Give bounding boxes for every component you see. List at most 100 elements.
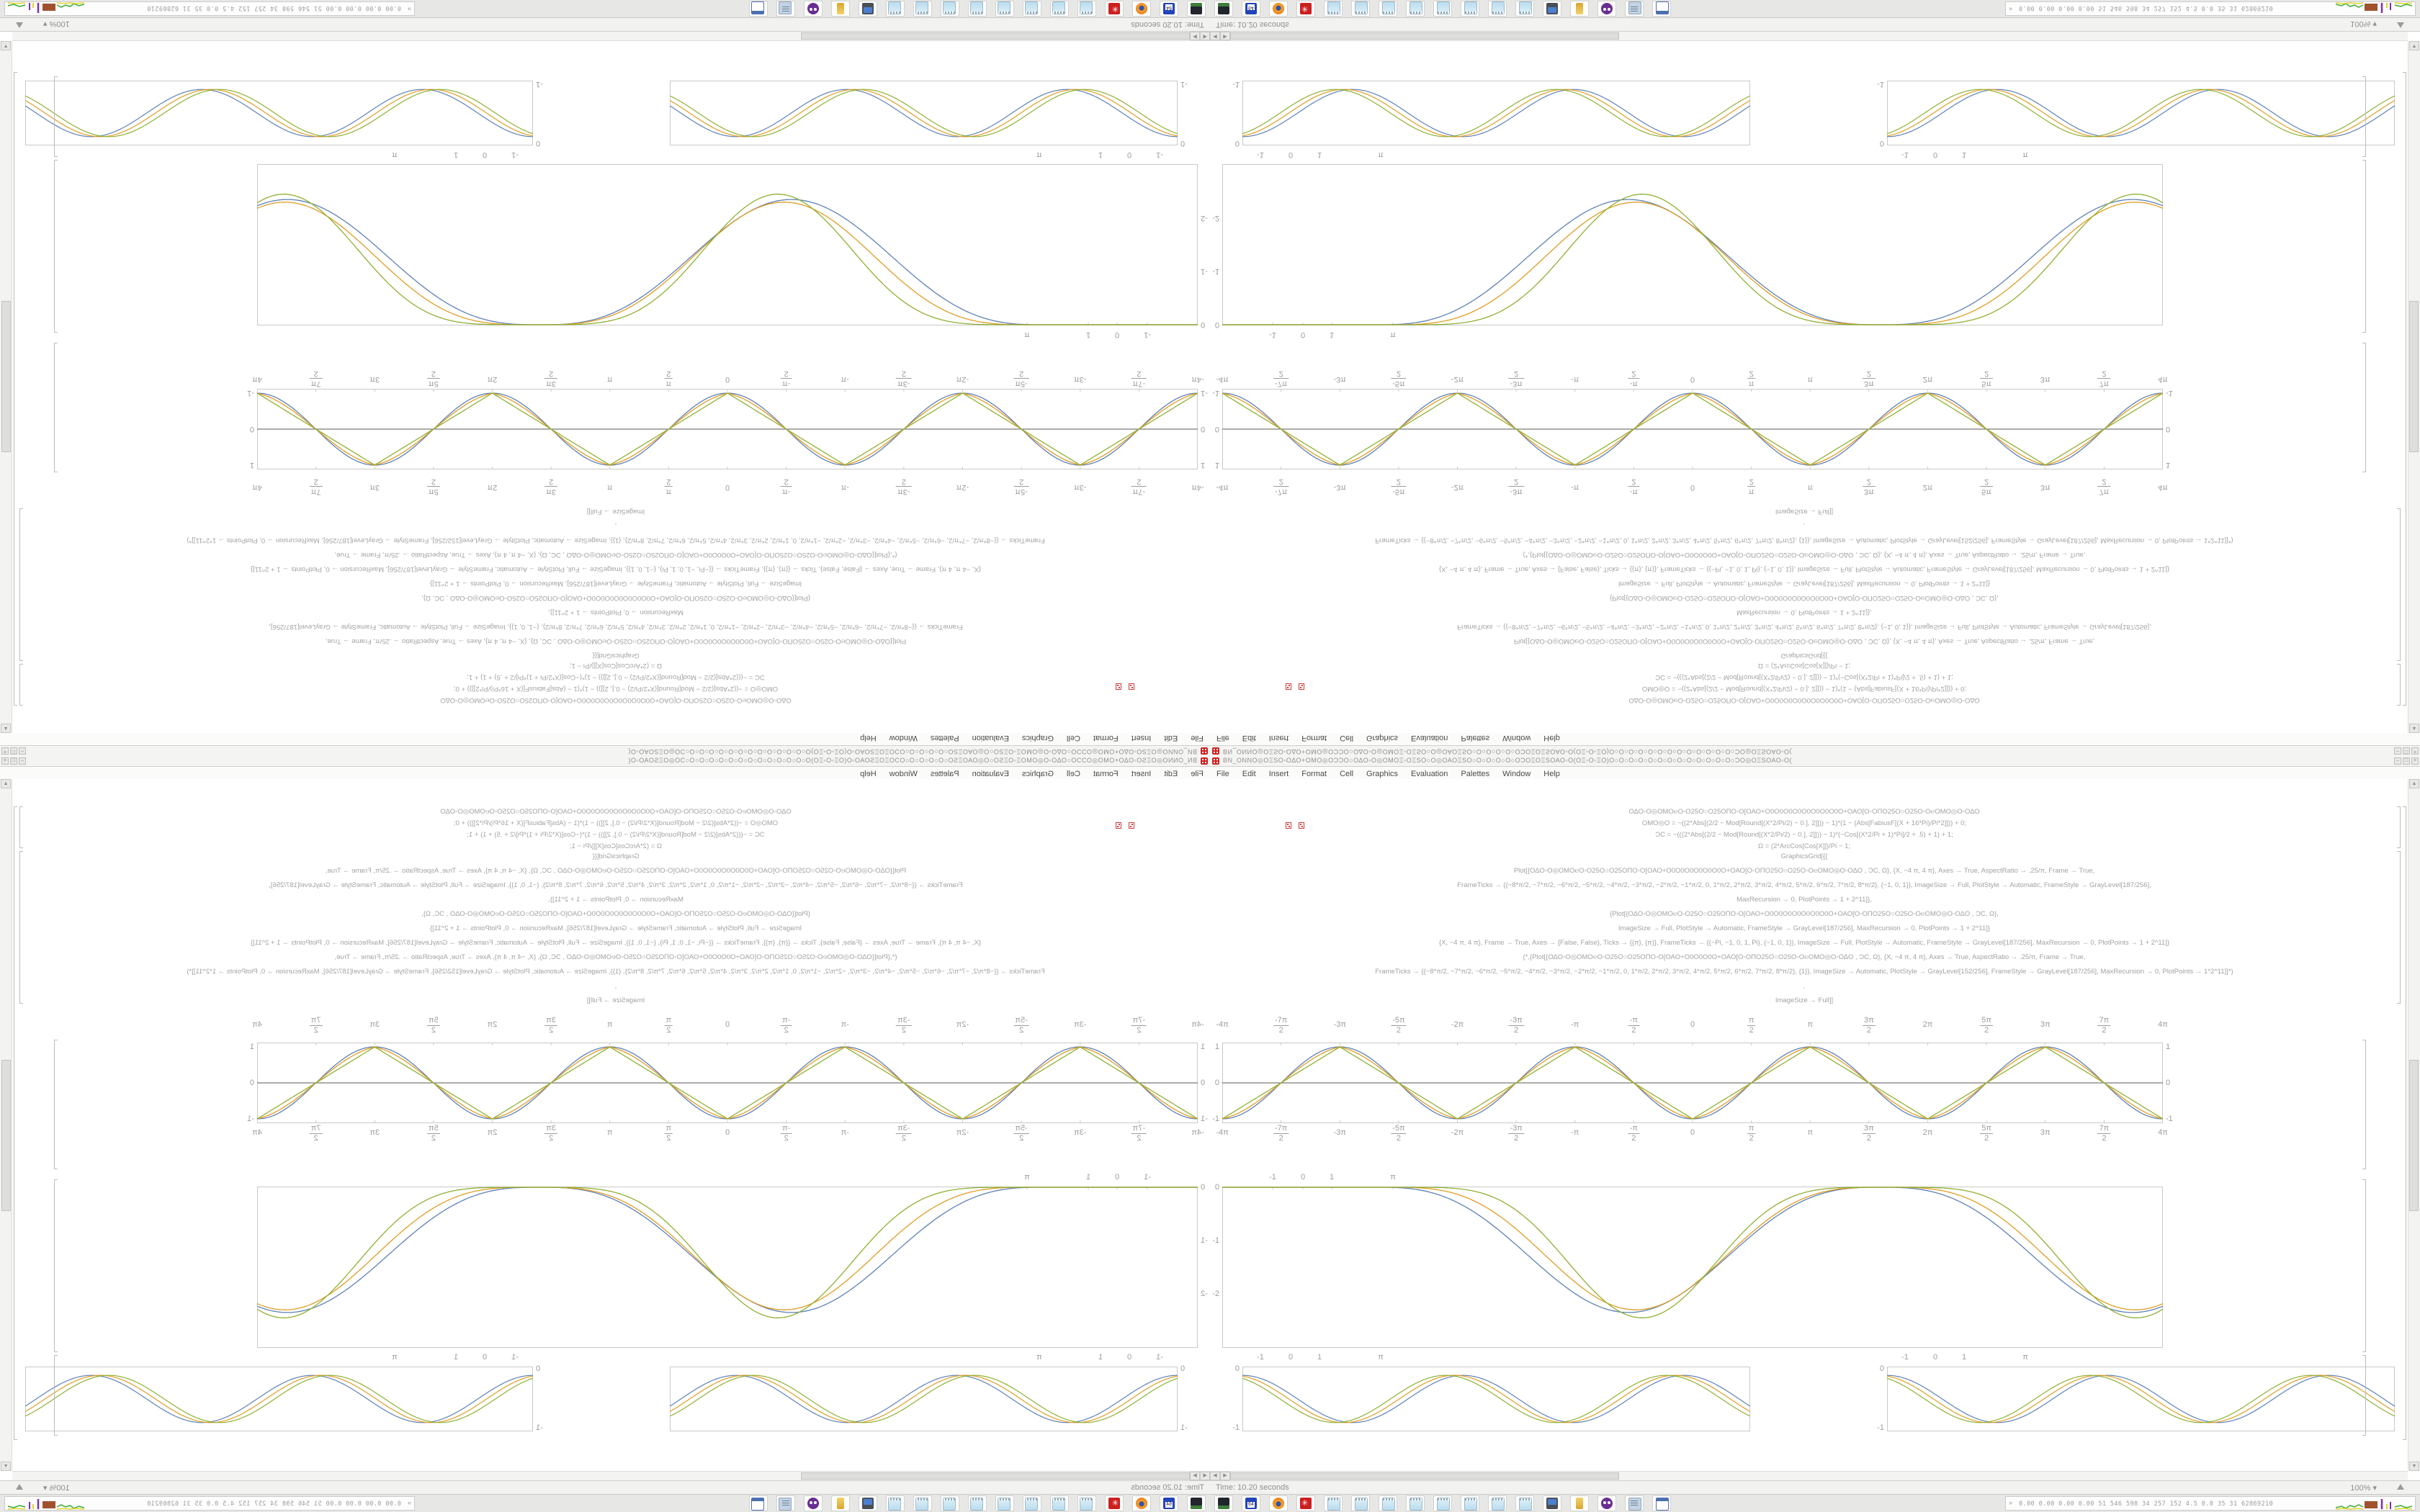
menu-cell[interactable]: Cell bbox=[1340, 734, 1354, 742]
taskbar-icon-rox-gear[interactable] bbox=[1296, 1495, 1315, 1511]
menu-cell[interactable]: Cell bbox=[1066, 770, 1080, 778]
taskbar-icon-notepad-9[interactable] bbox=[1461, 1, 1479, 17]
taskbar-icon-notepad-6[interactable] bbox=[1379, 1495, 1397, 1511]
scroll-down-icon[interactable]: ▼ bbox=[2409, 1462, 2419, 1471]
menu-palettes[interactable]: Palettes bbox=[930, 734, 959, 742]
taskbar-icon-window[interactable] bbox=[749, 1495, 768, 1511]
taskbar-icon-notepad-4[interactable] bbox=[1324, 1, 1343, 17]
taskbar-icon-notepad-5[interactable] bbox=[1351, 1, 1370, 17]
horizontal-scroll-thumb[interactable] bbox=[801, 32, 1190, 40]
cell-bracket[interactable] bbox=[2362, 343, 2366, 472]
taskbar-icon-notepad-7[interactable] bbox=[995, 1495, 1014, 1511]
taskbar-icon-notepad-7[interactable] bbox=[1406, 1495, 1425, 1511]
scroll-right-icon[interactable]: ▶ bbox=[1190, 32, 1200, 40]
taskbar-icon-notepad-8[interactable] bbox=[968, 1495, 987, 1511]
taskbar-icon-tor[interactable] bbox=[804, 1495, 823, 1511]
menu-window[interactable]: Window bbox=[1502, 734, 1531, 742]
window-titlebar[interactable]: ΒΝ_ΟΝΝΟ◎ΟΞSΟ◦ΟΔΟ+ΟΜΟ◎ΟƆƆΟ○ΟΔΟ◦Ο◎ΟΜΟΞ◦ΟΞS… bbox=[1210, 756, 2420, 767]
vertical-scrollbar[interactable]: ▲ ▼ bbox=[0, 41, 12, 733]
menu-edit[interactable]: Edit bbox=[1242, 770, 1256, 778]
taskbar-icon-rox-gear[interactable] bbox=[1296, 1, 1315, 17]
menu-format[interactable]: Format bbox=[1093, 734, 1119, 742]
menu-palettes[interactable]: Palettes bbox=[930, 770, 959, 778]
cell-bracket[interactable] bbox=[2362, 76, 2366, 157]
close-button[interactable]: × bbox=[1, 747, 9, 755]
cell-bracket[interactable] bbox=[2397, 508, 2401, 661]
cell-group-bracket[interactable] bbox=[2403, 806, 2406, 1440]
horizontal-scroll-thumb[interactable] bbox=[1230, 32, 1619, 40]
maximize-button[interactable]: □ bbox=[2403, 757, 2410, 765]
taskbar-icon-tor[interactable] bbox=[804, 1, 823, 17]
taskbar-icon-firefox[interactable] bbox=[1132, 1, 1151, 17]
taskbar-icon-floppy-64[interactable] bbox=[1242, 1, 1260, 17]
system-monitor-widget[interactable]: » 0.00 0.00 0.00 0.00 51 546 598 34 257 … bbox=[2005, 1496, 2416, 1511]
menu-help[interactable]: Help bbox=[860, 734, 877, 742]
menu-format[interactable]: Format bbox=[1301, 734, 1327, 742]
scroll-left-icon[interactable]: ◀ bbox=[1210, 1472, 1220, 1480]
scroll-right-icon[interactable]: ▶ bbox=[1220, 1472, 1230, 1480]
resize-grip-icon[interactable] bbox=[16, 22, 23, 28]
taskbar-icon-folder[interactable] bbox=[831, 1, 850, 17]
close-button[interactable]: × bbox=[2411, 757, 2419, 765]
cell-bracket[interactable] bbox=[2397, 851, 2401, 1004]
menu-graphics[interactable]: Graphics bbox=[1021, 734, 1054, 742]
cell-bracket[interactable] bbox=[54, 1355, 58, 1436]
resize-grip-icon[interactable] bbox=[16, 1484, 23, 1490]
close-button[interactable]: × bbox=[2411, 747, 2419, 755]
minimize-button[interactable]: – bbox=[2394, 747, 2401, 755]
system-monitor-widget[interactable]: » 0.00 0.00 0.00 0.00 51 546 598 34 257 … bbox=[4, 1, 415, 16]
scroll-up-icon[interactable]: ▲ bbox=[1, 724, 11, 733]
taskbar-icon-notepad-9[interactable] bbox=[941, 1, 959, 17]
taskbar-icon-notepad-6[interactable] bbox=[1023, 1495, 1041, 1511]
menu-edit[interactable]: Edit bbox=[1242, 734, 1256, 742]
menu-insert[interactable]: Insert bbox=[1268, 770, 1289, 778]
vertical-scrollbar[interactable]: ▲ ▼ bbox=[0, 779, 12, 1471]
cell-bracket[interactable] bbox=[2397, 806, 2401, 848]
menu-file[interactable]: File bbox=[1191, 770, 1204, 778]
taskbar-icon-notepad-8[interactable] bbox=[1433, 1, 1452, 17]
chevron-icon[interactable]: » bbox=[407, 6, 411, 13]
chevron-icon[interactable]: » bbox=[2009, 6, 2013, 13]
menu-cell[interactable]: Cell bbox=[1340, 770, 1354, 778]
taskbar-icon-terminal[interactable] bbox=[1187, 1, 1206, 17]
cell-bracket[interactable] bbox=[54, 1040, 58, 1169]
menu-evaluation[interactable]: Evaluation bbox=[972, 734, 1009, 742]
menu-insert[interactable]: Insert bbox=[1131, 734, 1152, 742]
taskbar-icon-folder[interactable] bbox=[831, 1495, 850, 1511]
menu-window[interactable]: Window bbox=[889, 734, 918, 742]
scroll-left-icon[interactable]: ◀ bbox=[1200, 1472, 1210, 1480]
taskbar-icon-firefox[interactable] bbox=[1269, 1, 1288, 17]
cell-group-bracket[interactable] bbox=[14, 806, 17, 1440]
taskbar-icon-notepad-9[interactable] bbox=[941, 1495, 959, 1511]
horizontal-scrollbar[interactable]: ◀ ▶ bbox=[1210, 31, 2408, 41]
taskbar-icon-notepad-5[interactable] bbox=[1351, 1495, 1370, 1511]
taskbar-icon-notepad-9[interactable] bbox=[1461, 1495, 1479, 1511]
maximize-button[interactable]: □ bbox=[10, 747, 17, 755]
menu-help[interactable]: Help bbox=[1543, 770, 1560, 778]
window-titlebar[interactable]: ΒΝ_ΟΝΝΟ◎ΟΞSΟ◦ΟΔΟ+ΟΜΟ◎ΟƆƆΟ○ΟΔΟ◦Ο◎ΟΜΟΞ◦ΟΞS… bbox=[0, 756, 1210, 767]
minimize-button[interactable]: – bbox=[19, 757, 26, 765]
taskbar-icon-tor[interactable] bbox=[1597, 1495, 1616, 1511]
magnification-control[interactable]: 100% ▾ bbox=[2350, 19, 2377, 28]
taskbar-icon-notepad-4[interactable] bbox=[1077, 1495, 1096, 1511]
taskbar-icon-floppy-64[interactable] bbox=[1160, 1, 1178, 17]
cell-bracket[interactable] bbox=[2362, 1040, 2366, 1169]
taskbar-icon-window[interactable] bbox=[1652, 1495, 1671, 1511]
taskbar-icon-monitor[interactable] bbox=[859, 1495, 877, 1511]
magnification-control[interactable]: 100% ▾ bbox=[43, 19, 70, 28]
taskbar-icon-notepad-6[interactable] bbox=[1379, 1, 1397, 17]
vertical-scroll-thumb[interactable] bbox=[2409, 301, 2419, 452]
window-titlebar[interactable]: ΒΝ_ΟΝΝΟ◎ΟΞSΟ◦ΟΔΟ+ΟΜΟ◎ΟƆƆΟ○ΟΔΟ◦Ο◎ΟΜΟΞ◦ΟΞS… bbox=[0, 745, 1210, 756]
taskbar-icon-firefox[interactable] bbox=[1269, 1495, 1288, 1511]
menu-format[interactable]: Format bbox=[1301, 770, 1327, 778]
cell-bracket[interactable] bbox=[19, 664, 23, 706]
cell-bracket[interactable] bbox=[2362, 1355, 2366, 1436]
menu-evaluation[interactable]: Evaluation bbox=[1411, 770, 1448, 778]
taskbar-icon-folder[interactable] bbox=[1570, 1, 1589, 17]
taskbar-icon-notepad-10[interactable] bbox=[913, 1495, 932, 1511]
cell-bracket[interactable] bbox=[2362, 1179, 2366, 1352]
maximize-button[interactable]: □ bbox=[10, 757, 17, 765]
cell-bracket[interactable] bbox=[19, 851, 23, 1004]
menu-evaluation[interactable]: Evaluation bbox=[1411, 734, 1448, 742]
scroll-right-icon[interactable]: ▶ bbox=[1190, 1472, 1200, 1480]
